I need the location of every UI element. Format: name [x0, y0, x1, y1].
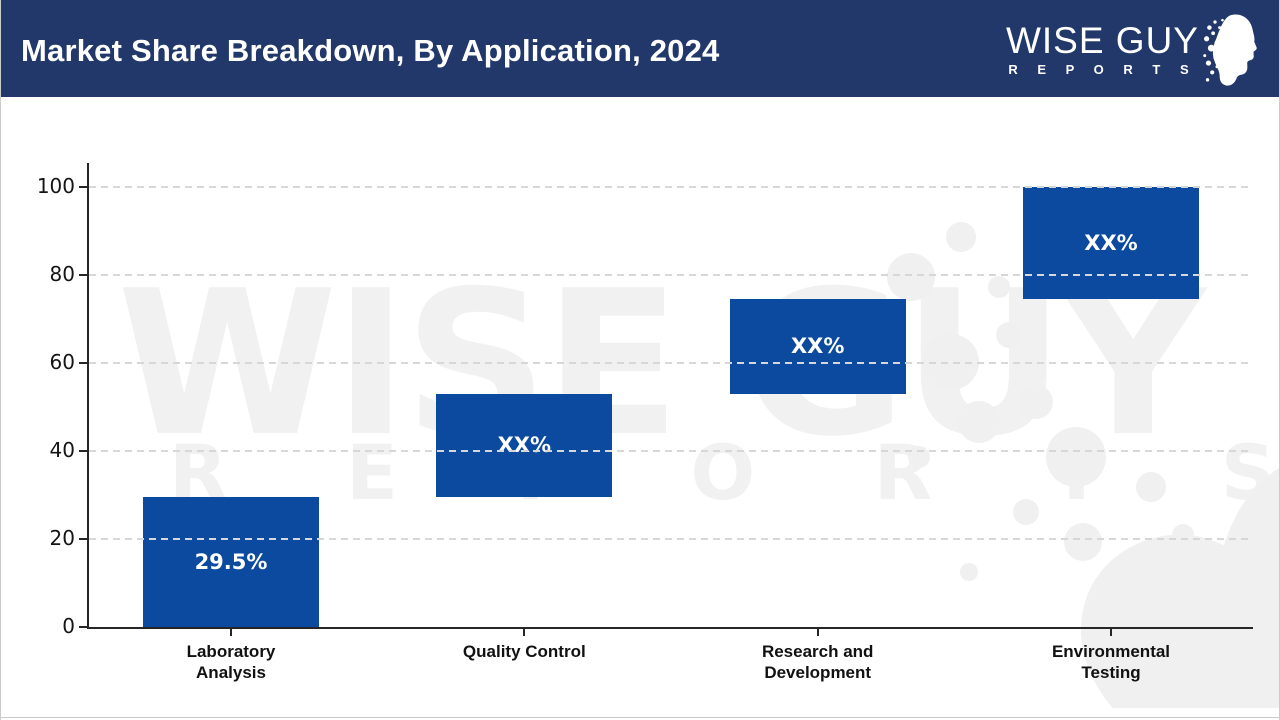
wise-guy-reports-logo: WISE GUY R E P O R T S — [1006, 8, 1257, 90]
y-tick-mark — [79, 186, 87, 188]
x-tick-mark — [1110, 629, 1112, 636]
bottom-border — [1, 717, 1279, 718]
head-profile-icon — [1203, 13, 1257, 86]
gridline-20 — [89, 538, 1253, 540]
y-tick-mark — [79, 362, 87, 364]
x-tick-mark — [230, 629, 232, 636]
x-category-label-research-and-development: Research and Development — [698, 642, 938, 683]
gridline-40 — [89, 450, 1253, 452]
y-tick-mark — [79, 538, 87, 540]
plot-area: 29.5% XX% XX% XX% 0 20 40 60 80 100 Laboratory Anal… — [1, 97, 1279, 708]
bar-value-label: XX% — [790, 334, 845, 359]
y-tick-label: 0 — [62, 614, 75, 638]
bar-value-label: XX% — [497, 433, 552, 458]
bar-quality-control: XX% — [436, 393, 613, 498]
gridline-60 — [89, 362, 1253, 364]
y-tick-label: 20 — [49, 526, 75, 550]
x-category-label-line: Environmental — [1051, 642, 1171, 661]
gridline-80 — [89, 274, 1253, 276]
y-tick-mark — [79, 274, 87, 276]
x-category-label-line: Testing — [1081, 662, 1141, 682]
x-category-label-laboratory-analysis: Laboratory Analysis — [111, 642, 351, 683]
chart-canvas: WISE GUY R E P O R T S 29.5% XX% XX% XX% 0 20… — [1, 97, 1279, 708]
x-tick-mark — [523, 629, 526, 636]
chart-title: Market Share Breakdown, By Application, … — [21, 32, 720, 68]
bar-value-label: XX% — [1084, 231, 1138, 256]
logo-subtitle: R E P O R T S — [1008, 62, 1197, 78]
x-category-label-line: Research and — [761, 642, 874, 661]
x-category-label-quality-control: Quality Control — [404, 642, 644, 663]
y-tick-mark — [79, 626, 87, 628]
bar-research-and-development: XX% — [729, 299, 906, 394]
x-category-label-line: Development — [764, 662, 872, 682]
logo-wordmark: WISE GUY — [1005, 19, 1199, 61]
x-category-label-line: Quality Control — [462, 642, 586, 661]
bar-environmental-testing: XX% — [1023, 187, 1199, 300]
y-tick-mark — [79, 450, 87, 452]
x-category-label-line: Laboratory — [186, 642, 276, 661]
x-category-label-line: Analysis — [196, 662, 266, 682]
y-tick-label: 60 — [49, 350, 75, 374]
gridline-100 — [89, 186, 1253, 188]
logo-wordmark-block: WISE GUY R E P O R T S — [1005, 19, 1199, 78]
y-axis-line — [87, 163, 89, 629]
y-tick-label: 100 — [36, 174, 75, 198]
x-tick-mark — [816, 629, 819, 636]
y-tick-label: 80 — [49, 262, 75, 286]
header-bar: Market Share Breakdown, By Application, … — [1, 0, 1279, 97]
x-category-label-environmental-testing: Environmental Testing — [991, 642, 1231, 683]
y-tick-label: 40 — [49, 438, 75, 462]
x-axis-line — [87, 627, 1253, 629]
bar-laboratory-analysis: 29.5% — [143, 497, 319, 627]
bar-value-label: 29.5% — [194, 550, 268, 575]
